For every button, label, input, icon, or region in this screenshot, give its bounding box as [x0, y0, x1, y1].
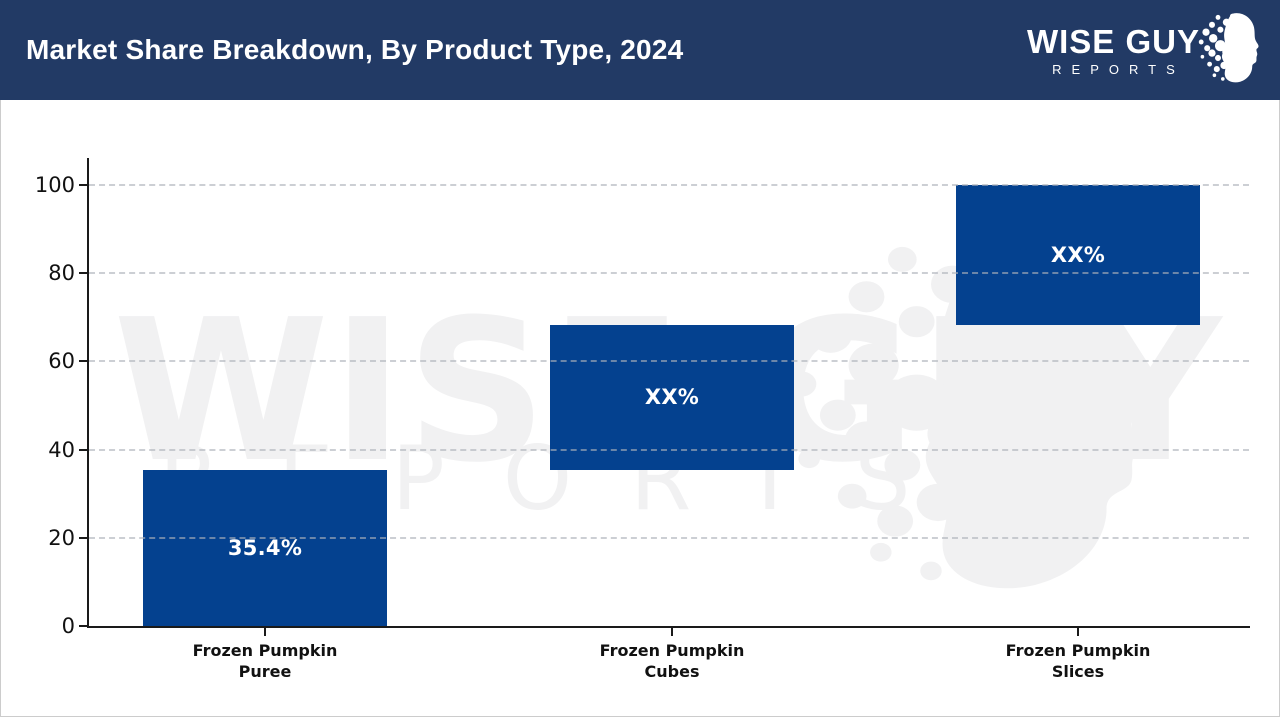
- category-line1: Frozen Pumpkin: [192, 641, 338, 660]
- y-tick-label-20: 20: [48, 525, 75, 550]
- y-tick-label-40: 40: [48, 437, 75, 462]
- bar-frozen-pumpkin-puree: 35.4%: [143, 469, 387, 626]
- y-tick-60: [79, 360, 88, 363]
- x-category-label-cubes: Frozen Pumpkin Cubes: [472, 640, 872, 682]
- y-tick-label-80: 80: [48, 261, 75, 286]
- x-tick-cubes: [671, 628, 673, 636]
- gridline-40: [89, 448, 1249, 451]
- logo-secondary-text: REPORTS: [1052, 61, 1185, 77]
- bar-frozen-pumpkin-slices: XX%: [956, 185, 1200, 325]
- category-line2: Cubes: [644, 662, 700, 681]
- bar-value-label: 35.4%: [227, 535, 303, 560]
- y-tick-label-0: 0: [61, 614, 75, 638]
- category-line2: Slices: [1051, 662, 1105, 681]
- x-tick-slices: [1077, 628, 1079, 636]
- bar-frozen-pumpkin-cubes: XX%: [550, 324, 794, 470]
- y-tick-label-100: 100: [34, 173, 75, 197]
- x-tick-puree: [264, 628, 266, 636]
- category-line1: Frozen Pumpkin: [599, 641, 745, 660]
- y-tick-20: [79, 536, 88, 539]
- y-tick-100: [79, 184, 88, 186]
- dotted-face-icon: [1194, 10, 1266, 90]
- category-line1: Frozen Pumpkin: [1005, 641, 1151, 660]
- y-tick-80: [79, 272, 88, 275]
- bar-value-label: XX%: [644, 385, 700, 410]
- plot-area: 0 20 40 60 80 100 35.4% XX% XX% Frozen Pumpkin Pur…: [1, 100, 1279, 716]
- y-axis-spine: [87, 158, 89, 628]
- x-category-label-slices: Frozen Pumpkin Slices: [878, 640, 1278, 682]
- gridline-60: [89, 360, 1249, 363]
- y-tick-0: [79, 625, 88, 627]
- x-axis-spine: [87, 626, 1250, 628]
- bar-value-label: XX%: [1050, 242, 1106, 267]
- logo-text: WISE GUY REPORTS: [1027, 25, 1200, 76]
- x-category-label-puree: Frozen Pumpkin Puree: [65, 640, 465, 682]
- gridline-80: [89, 272, 1249, 275]
- gridline-20: [89, 536, 1249, 539]
- header-banner: Market Share Breakdown, By Product Type,…: [0, 0, 1280, 100]
- y-tick-label-60: 60: [48, 349, 75, 374]
- y-tick-40: [79, 448, 88, 451]
- chart-panel: WISE GUY REPORTS 0 20 40 60 80 100 35.4% XX% XX%…: [0, 100, 1280, 717]
- category-line2: Puree: [238, 662, 292, 681]
- gridline-100: [89, 184, 1249, 186]
- wiseguy-logo: WISE GUY REPORTS: [1027, 10, 1266, 90]
- chart-title: Market Share Breakdown, By Product Type,…: [26, 34, 684, 65]
- logo-primary-text: WISE GUY: [1026, 22, 1200, 60]
